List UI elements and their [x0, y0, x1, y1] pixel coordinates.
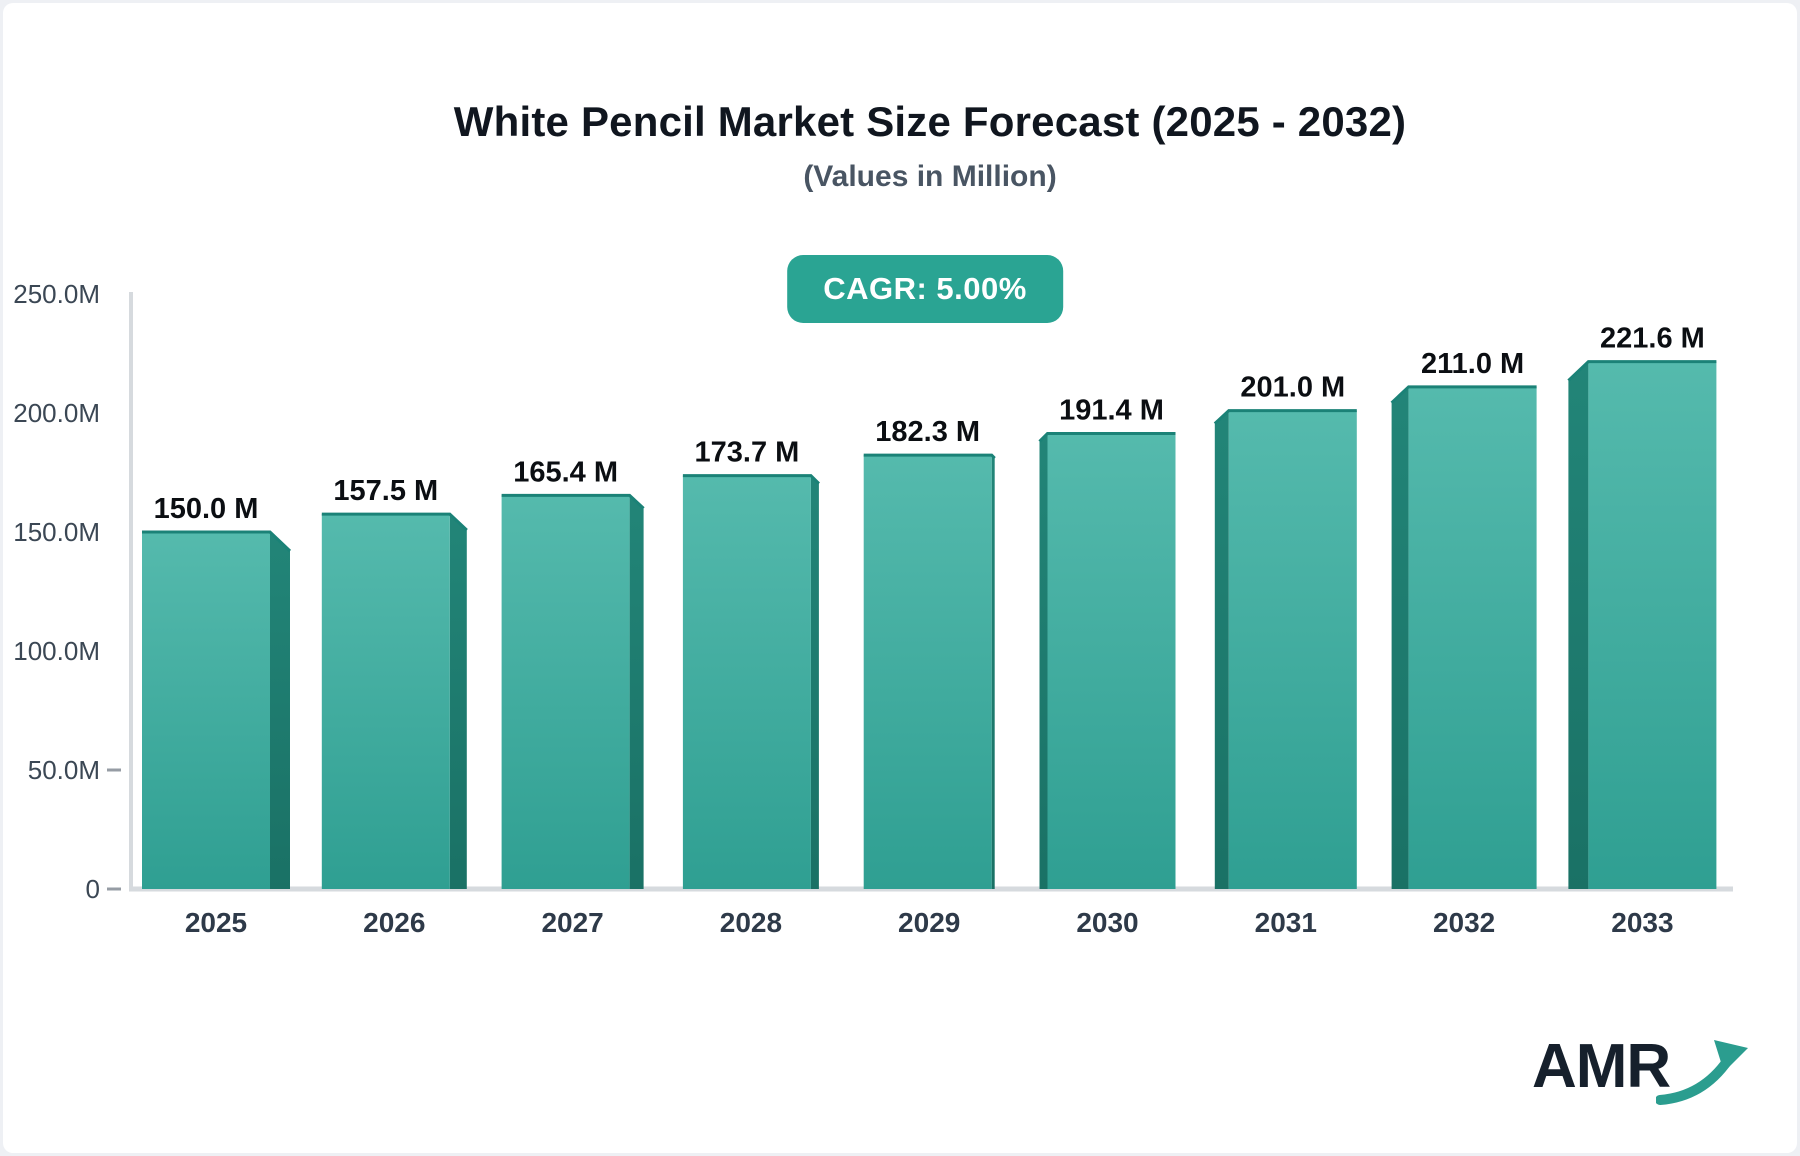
- bar-front-face: [1588, 361, 1717, 889]
- bar-value-label: 157.5 M: [333, 475, 438, 507]
- bar-top-edge: [1038, 431, 1176, 443]
- y-axis-tick-label: 100.0M: [13, 636, 100, 666]
- bar-2031: 201.0 M: [1213, 372, 1357, 889]
- bar-front-face: [142, 532, 270, 889]
- bar-top-edge: [501, 493, 645, 510]
- x-axis-category-label: 2025: [185, 907, 247, 938]
- x-axis-category-label: 2032: [1433, 907, 1495, 938]
- bar-2030: 191.4 M: [1038, 394, 1176, 889]
- x-axis-category-label: 2033: [1611, 907, 1673, 938]
- chart-header: White Pencil Market Size Forecast (2025 …: [454, 98, 1406, 194]
- cagr-badge: CAGR: 5.00%: [787, 255, 1063, 323]
- bar-value-label: 201.0 M: [1240, 372, 1345, 404]
- x-axis-category-label: 2030: [1076, 907, 1138, 938]
- chart-card: 250.0M 200.0M 150.0M 100.0M 50.0M 0 150.0 M 202…: [3, 3, 1797, 1153]
- bar-front-face: [1408, 386, 1537, 889]
- bar-value-label: 182.3 M: [875, 416, 980, 448]
- bar-chart-canvas: 250.0M 200.0M 150.0M 100.0M 50.0M 0 150.0 M 202…: [13, 279, 1733, 938]
- y-axis-tick-label: 50.0M: [28, 755, 100, 785]
- amr-logo-text: AMR: [1532, 1032, 1671, 1101]
- bar-top-edge: [863, 453, 996, 460]
- bar-2027: 165.4 M: [501, 456, 645, 889]
- bar-front-face: [682, 475, 811, 889]
- bar-side-face: [810, 475, 819, 889]
- bar-value-label: 221.6 M: [1600, 323, 1705, 355]
- bar-value-label: 165.4 M: [513, 456, 618, 488]
- bar-2025: 150.0 M: [142, 493, 292, 889]
- y-axis-tick-label: 200.0M: [13, 398, 100, 428]
- bar-side-face: [629, 495, 644, 889]
- bar-top-edge: [1390, 385, 1537, 404]
- bar-2033: 221.6 M: [1567, 323, 1717, 889]
- bar-2026: 157.5 M: [321, 475, 468, 889]
- bar-top-edge: [1567, 360, 1717, 382]
- bar-2029: 182.3 M: [863, 416, 996, 889]
- bar-value-label: 211.0 M: [1421, 348, 1524, 380]
- y-axis-tick-label: 150.0M: [13, 517, 100, 547]
- bar-top-edge: [321, 512, 468, 532]
- bar-side-face: [449, 514, 467, 889]
- x-axis-category-label: 2028: [720, 907, 782, 938]
- chart-subtitle: (Values in Million): [803, 160, 1057, 193]
- x-axis-category-label: 2029: [898, 907, 960, 938]
- bar-top-edge: [682, 474, 820, 485]
- bar-top-edge: [1213, 409, 1357, 425]
- bar-front-face: [863, 455, 992, 889]
- bar-side-face: [991, 455, 995, 889]
- x-axis-category-label: 2026: [363, 907, 425, 938]
- chart-title: White Pencil Market Size Forecast (2025 …: [453, 98, 1407, 145]
- bar-2028: 173.7 M: [682, 437, 820, 889]
- bar-value-label: 191.4 M: [1059, 394, 1164, 426]
- bar-side-face: [1391, 386, 1409, 889]
- y-axis-tick-label: 250.0M: [13, 279, 100, 309]
- bar-value-label: 150.0 M: [154, 493, 259, 525]
- bar-side-face: [1214, 410, 1229, 889]
- bar-front-face: [501, 495, 630, 889]
- x-axis-category-label: 2031: [1255, 907, 1317, 938]
- bar-2032: 211.0 M: [1390, 348, 1537, 889]
- x-axis-category-label: 2027: [541, 907, 603, 938]
- bar-front-face: [321, 514, 450, 889]
- bar-side-face: [1039, 433, 1048, 889]
- growth-arrow-icon: [1656, 1040, 1749, 1105]
- bar-front-face: [1047, 433, 1176, 889]
- bar-side-face: [1568, 361, 1589, 889]
- bar-value-label: 173.7 M: [695, 437, 800, 469]
- bar-side-face: [270, 532, 290, 889]
- bar-top-edge: [142, 530, 292, 553]
- y-axis-tick-label: 0: [86, 874, 100, 904]
- amr-logo: AMR: [1532, 1036, 1752, 1108]
- bar-front-face: [1228, 410, 1357, 889]
